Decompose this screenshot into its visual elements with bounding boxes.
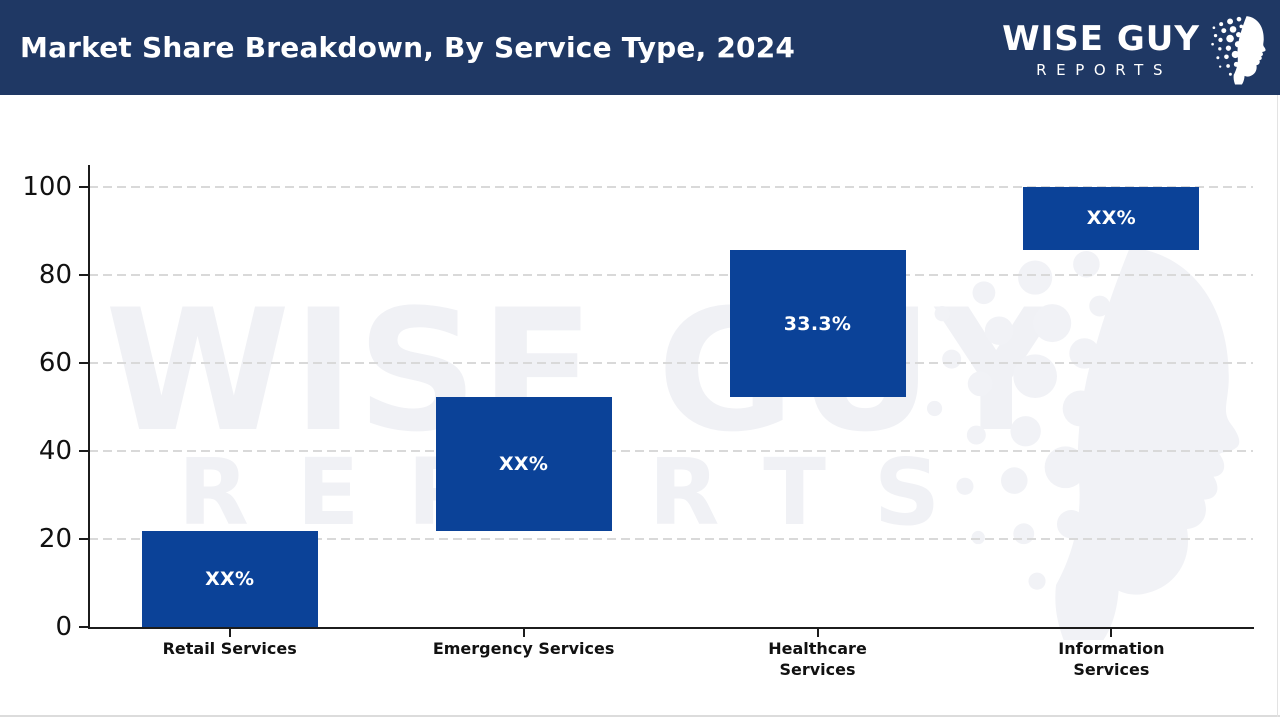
bar-emergency-services: XX% <box>435 397 612 531</box>
y-tick-mark <box>79 537 88 540</box>
logo-wordmark: WISE GUY REPORTS <box>1002 20 1200 79</box>
logo-wordmark-line1: WISE GUY <box>1002 18 1200 59</box>
dot-face-profile-icon <box>1211 16 1266 85</box>
x-tick-label-retail-services: Retail Services <box>162 639 297 658</box>
y-tick-mark <box>79 361 88 364</box>
y-tick-mark <box>79 185 88 188</box>
y-tick-mark <box>79 449 88 452</box>
y-tick-label: 40 <box>38 435 72 466</box>
y-tick-label: 100 <box>22 171 72 202</box>
y-tick-label: 80 <box>38 259 72 290</box>
y-tick-label: 20 <box>38 523 72 554</box>
x-axis <box>88 627 1254 629</box>
y-tick-mark <box>79 273 88 276</box>
x-tick-mark <box>1110 629 1113 637</box>
bar-value-label: XX% <box>205 567 255 590</box>
x-tick-mark <box>522 629 525 637</box>
y-tick-label: 0 <box>55 612 72 642</box>
y-axis <box>88 165 90 629</box>
header: Market Share Breakdown, By Service Type,… <box>0 0 1280 95</box>
bar-information-services: XX% <box>1023 186 1200 251</box>
bar-retail-services: XX% <box>141 530 318 627</box>
bar-value-label: XX% <box>1086 207 1137 230</box>
watermark-face-icon <box>926 247 1240 640</box>
x-tick-label-emergency-services: Emergency Services <box>432 639 615 658</box>
gridline-y-40 <box>89 449 1253 452</box>
gridline-y-100 <box>89 185 1253 188</box>
logo-wordmark-line2: REPORTS <box>1036 60 1173 79</box>
page-right-border <box>1277 95 1278 717</box>
bar-healthcare-services: 33.3% <box>729 250 906 398</box>
x-tick-mark <box>228 629 231 637</box>
page-title: Market Share Breakdown, By Service Type,… <box>20 31 796 64</box>
y-tick-label: 60 <box>38 347 72 378</box>
bar-value-label: XX% <box>498 453 549 475</box>
y-tick-mark <box>79 626 88 628</box>
gridline-y-80 <box>89 273 1253 276</box>
x-tick-label-healthcare-services: Healthcare Services <box>768 639 867 679</box>
gridline-y-20 <box>89 537 1253 540</box>
gridline-y-60 <box>89 361 1253 364</box>
x-tick-label-information-services: Information Services <box>1058 639 1165 679</box>
bar-value-label: 33.3% <box>783 312 852 335</box>
x-tick-mark <box>816 629 819 637</box>
wise-guy-reports-logo: WISE GUY REPORTS <box>1002 8 1270 90</box>
footer-divider <box>0 715 1280 717</box>
